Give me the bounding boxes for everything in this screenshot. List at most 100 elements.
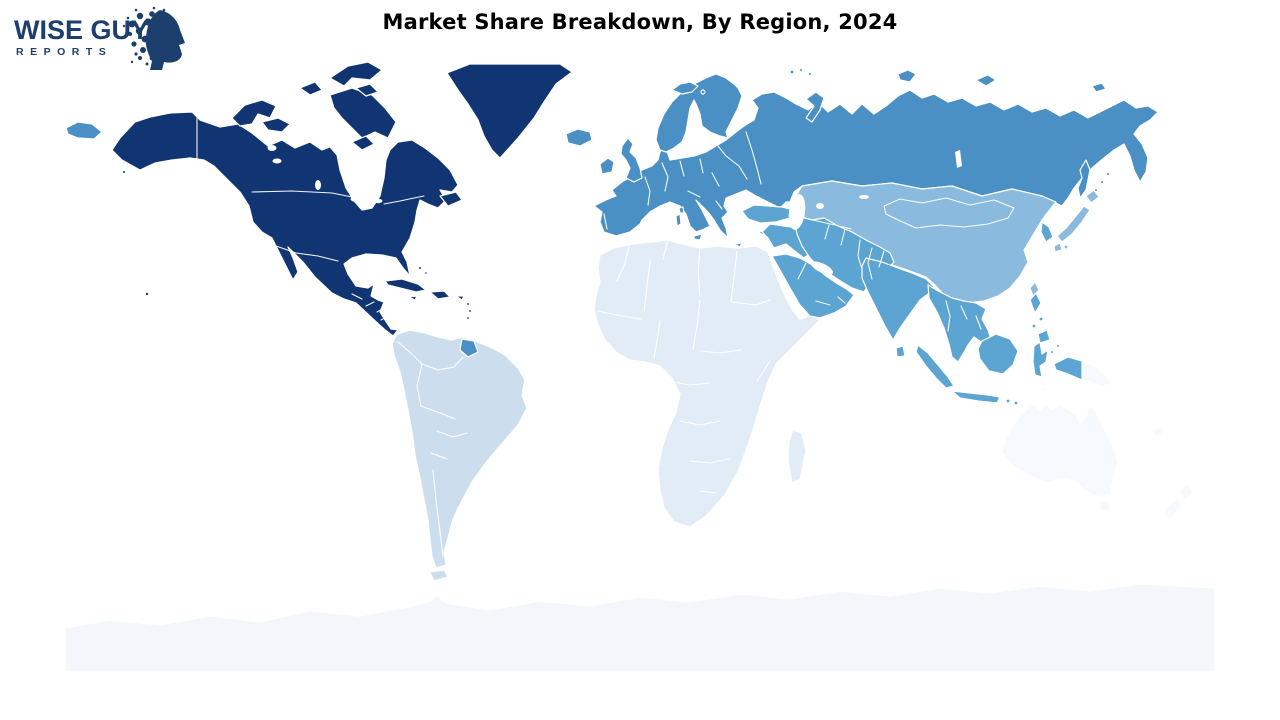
island-sardinia <box>675 213 682 227</box>
region-south-america <box>391 329 528 582</box>
lake-balkhash <box>859 195 869 199</box>
wise-guy-reports-logo: WISE GUY REPORTS <box>14 6 185 70</box>
island-sulawesi <box>1032 341 1049 378</box>
island-madagascar <box>787 429 807 484</box>
page-title: Market Share Breakdown, By Region, 2024 <box>382 10 898 34</box>
island-victoria-2 <box>261 117 291 133</box>
island-sumatra <box>915 344 955 389</box>
lake-michigan-huron <box>361 201 371 207</box>
island-philippines-1 <box>1038 316 1044 322</box>
borders-south-america <box>397 341 468 557</box>
borders-north-america <box>196 113 425 321</box>
island-severnaya-zemlya <box>897 69 917 83</box>
area-korea <box>1040 221 1054 243</box>
landmass-south-america <box>391 329 528 569</box>
island-arctic-small-2 <box>355 83 379 97</box>
island-svalbard <box>671 81 699 95</box>
island-tierra-del-fuego <box>429 569 449 582</box>
island-great-britain <box>620 137 643 183</box>
area-arabian-peninsula <box>771 253 855 319</box>
island-franz-josef-3 <box>807 71 813 77</box>
sea-caspian <box>788 194 806 230</box>
borders-asia <box>795 211 982 332</box>
island-timor <box>1041 386 1047 392</box>
inland-water <box>267 145 962 275</box>
logo-subtitle: REPORTS <box>16 46 112 58</box>
border-mongolia <box>883 197 1015 229</box>
island-new-guinea-west <box>1053 356 1083 381</box>
island-bahamas-2 <box>424 271 429 276</box>
region-north-america <box>111 61 573 337</box>
islands-victoria-banks <box>231 99 277 127</box>
island-tasmania <box>1099 499 1111 512</box>
borders-europe <box>603 131 762 230</box>
island-lesser-antilles-2 <box>467 308 473 314</box>
borders-africa <box>597 239 771 494</box>
region-europe-russia <box>65 67 1159 358</box>
region-east-central-asia <box>791 180 1100 304</box>
country-borders <box>196 113 1015 557</box>
area-indochina-malay <box>927 284 993 363</box>
island-puerto-rico <box>455 295 465 301</box>
island-hispaniola <box>429 290 451 300</box>
country-turkey <box>741 204 795 224</box>
island-java <box>951 390 1001 404</box>
island-sicily <box>693 233 703 241</box>
island-svalbard-2 <box>700 89 706 95</box>
island-lesser-antilles-1 <box>465 301 471 307</box>
island-franz-josef-1 <box>789 69 795 75</box>
landmass-antarctica <box>64 583 1216 673</box>
lake-winnipeg <box>315 180 321 190</box>
island-kuril-3 <box>1105 171 1111 177</box>
island-borneo <box>977 333 1019 375</box>
island-arctic-small-1 <box>299 81 323 96</box>
island-honshu <box>1056 205 1091 243</box>
island-shikoku <box>1063 244 1069 250</box>
island-corsica <box>678 206 685 214</box>
island-sri-lanka <box>895 345 906 358</box>
island-southampton <box>351 135 375 151</box>
island-aleutian <box>121 169 127 175</box>
landmass-europe-russia-mainland <box>593 89 1159 239</box>
gulf-persian <box>810 261 834 275</box>
lake-superior <box>350 196 362 202</box>
island-kyushu <box>1053 242 1063 253</box>
region-mideast-south-asia <box>741 204 1083 406</box>
island-baffin <box>329 87 397 139</box>
island-taiwan <box>1029 281 1040 297</box>
landmass-north-america-mainland <box>111 111 459 337</box>
island-wrangel <box>1091 82 1107 93</box>
region-oceania <box>1001 360 1193 520</box>
island-new-zealand-north <box>1179 483 1193 502</box>
landmass-australia <box>1001 403 1119 498</box>
island-moluccas-2 <box>1055 343 1061 349</box>
island-sakhalin <box>1077 159 1091 199</box>
island-iceland <box>565 128 593 147</box>
country-india <box>861 257 935 341</box>
island-new-guinea-east <box>1081 360 1113 388</box>
island-hokkaido <box>1085 189 1100 204</box>
sea-black <box>730 194 762 208</box>
island-crete <box>733 242 743 248</box>
island-philippines-2 <box>1031 323 1037 329</box>
island-ellesmere <box>329 61 383 87</box>
lake-baikal <box>955 150 962 168</box>
lake-great-bear <box>267 145 277 151</box>
island-jamaica <box>408 295 418 301</box>
island-lesser-antilles-3 <box>465 315 471 321</box>
island-bali <box>1005 398 1011 404</box>
island-lombok <box>1013 400 1019 406</box>
island-hawaii <box>144 291 150 297</box>
logo-wordmark: WISE GUY <box>14 15 149 45</box>
landmass-chukotka-west-edge <box>65 121 103 140</box>
island-cuba <box>384 278 427 293</box>
island-greenland <box>446 63 573 159</box>
island-newfoundland <box>439 191 463 207</box>
island-luzon <box>1029 292 1042 314</box>
island-novaya-zemlya <box>805 91 825 123</box>
lake-great-slave <box>272 158 282 164</box>
region-antarctica <box>64 583 1216 673</box>
island-new-zealand-south <box>1162 497 1183 520</box>
